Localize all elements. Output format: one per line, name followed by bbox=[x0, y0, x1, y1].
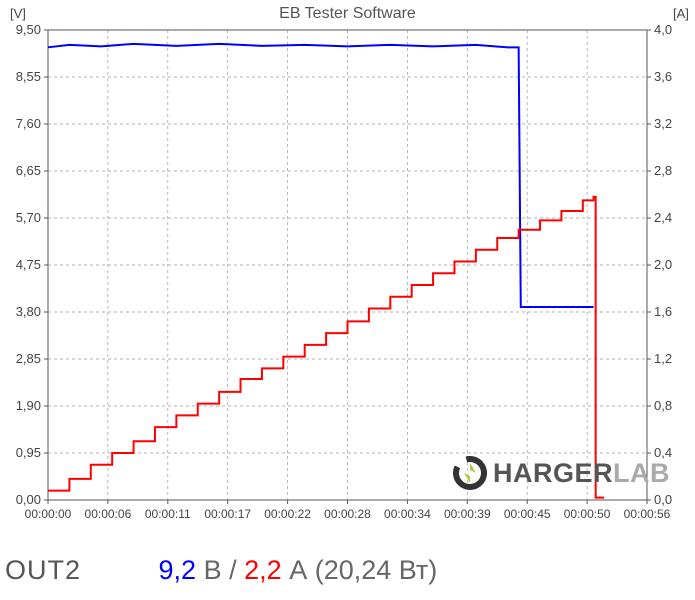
current-unit: А bbox=[289, 555, 307, 586]
logo-icon bbox=[453, 456, 487, 490]
svg-text:00:00:28: 00:00:28 bbox=[324, 507, 371, 521]
svg-text:8,55: 8,55 bbox=[16, 69, 41, 84]
chart-area: EB Tester Software[V][A]ZKETECH0,000,00,… bbox=[0, 0, 695, 545]
svg-text:00:00:11: 00:00:11 bbox=[145, 507, 191, 521]
power-value: (20,24 Вт) bbox=[315, 555, 438, 586]
svg-text:1,90: 1,90 bbox=[16, 398, 41, 413]
caption: OUT2 9,2 В / 2,2 А (20,24 Вт) bbox=[5, 555, 695, 595]
svg-text:00:00:17: 00:00:17 bbox=[204, 507, 251, 521]
logo-text-1: HARGER bbox=[493, 458, 613, 488]
svg-text:0,95: 0,95 bbox=[16, 445, 41, 460]
svg-text:00:00:56: 00:00:56 bbox=[624, 507, 671, 521]
svg-text:2,0: 2,0 bbox=[654, 257, 672, 272]
svg-text:0,00: 0,00 bbox=[16, 492, 41, 507]
svg-text:3,80: 3,80 bbox=[16, 304, 41, 319]
voltage-unit: В bbox=[204, 555, 222, 586]
svg-text:2,8: 2,8 bbox=[654, 163, 672, 178]
svg-text:4,0: 4,0 bbox=[654, 22, 672, 37]
svg-text:1,2: 1,2 bbox=[654, 351, 672, 366]
svg-text:00:00:39: 00:00:39 bbox=[444, 507, 491, 521]
svg-text:EB Tester Software: EB Tester Software bbox=[279, 5, 416, 22]
current-value: 2,2 bbox=[244, 555, 282, 586]
svg-text:2,4: 2,4 bbox=[654, 210, 672, 225]
svg-text:00:00:45: 00:00:45 bbox=[504, 507, 551, 521]
svg-text:4,75: 4,75 bbox=[16, 257, 41, 272]
svg-text:00:00:22: 00:00:22 bbox=[264, 507, 311, 521]
svg-text:[V]: [V] bbox=[10, 6, 26, 21]
svg-text:[A]: [A] bbox=[673, 6, 689, 21]
svg-text:00:00:50: 00:00:50 bbox=[564, 507, 611, 521]
svg-text:3,2: 3,2 bbox=[654, 116, 672, 131]
svg-text:00:00:34: 00:00:34 bbox=[384, 507, 431, 521]
svg-text:1,6: 1,6 bbox=[654, 304, 672, 319]
svg-text:3,6: 3,6 bbox=[654, 69, 672, 84]
output-label: OUT2 bbox=[5, 555, 81, 586]
svg-text:9,50: 9,50 bbox=[16, 22, 41, 37]
svg-text:00:00:06: 00:00:06 bbox=[85, 507, 132, 521]
svg-text:0,0: 0,0 bbox=[654, 492, 672, 507]
separator: / bbox=[229, 555, 237, 586]
root-container: EB Tester Software[V][A]ZKETECH0,000,00,… bbox=[0, 0, 695, 600]
logo-text: HARGERLAB bbox=[493, 458, 670, 489]
voltage-value: 9,2 bbox=[159, 555, 197, 586]
svg-text:2,85: 2,85 bbox=[16, 351, 41, 366]
svg-text:7,60: 7,60 bbox=[16, 116, 41, 131]
svg-text:5,70: 5,70 bbox=[16, 210, 41, 225]
logo-text-2: LAB bbox=[613, 458, 670, 488]
svg-text:0,8: 0,8 bbox=[654, 398, 672, 413]
logo-watermark: HARGERLAB bbox=[453, 456, 670, 490]
svg-text:6,65: 6,65 bbox=[16, 163, 41, 178]
svg-text:00:00:00: 00:00:00 bbox=[25, 507, 72, 521]
